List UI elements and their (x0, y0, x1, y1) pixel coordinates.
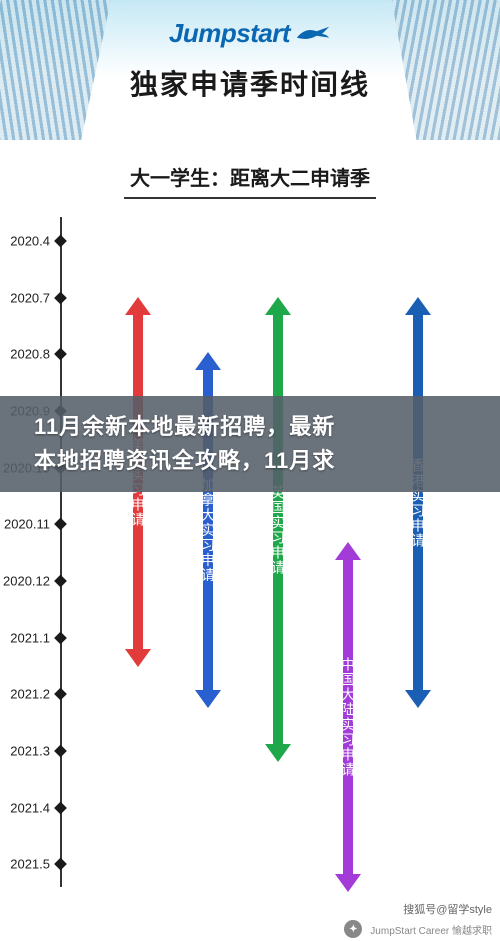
tick-label: 2021.4 (0, 800, 50, 815)
logo-text: Jumpstart (169, 18, 290, 49)
timeline-tick: 2020.12 (0, 574, 70, 589)
timeline-tick: 2020.4 (0, 234, 70, 249)
tick-diamond-icon (54, 802, 67, 815)
tick-diamond-icon (54, 518, 67, 531)
arrow-head-up-icon (405, 297, 431, 315)
logo: Jumpstart (169, 18, 331, 49)
timeline-tick: 2020.11 (0, 517, 70, 532)
tick-label: 2020.4 (0, 234, 50, 249)
timeline-tick: 2021.4 (0, 800, 70, 815)
tick-diamond-icon (54, 292, 67, 305)
arrow-head-up-icon (335, 542, 361, 560)
arrow-head-up-icon (125, 297, 151, 315)
overlay-line-1: 11月余新本地最新招聘，最新 (34, 410, 466, 444)
arrow-head-down-icon (405, 690, 431, 708)
sub-title: 大一学生：距离大二申请季 (124, 162, 376, 199)
timeline-tick: 2021.3 (0, 744, 70, 759)
tick-label: 2021.3 (0, 744, 50, 759)
tick-label: 2020.11 (0, 517, 50, 532)
tick-label: 2020.12 (0, 574, 50, 589)
wechat-icon: ✦ (344, 920, 362, 938)
footer-brand: JumpStart Career 愉越求职 (370, 922, 492, 937)
arrow-head-up-icon (195, 352, 221, 370)
footer: ✦ JumpStart Career 愉越求职 (0, 916, 500, 941)
timeline-tick: 2021.2 (0, 687, 70, 702)
tick-label: 2021.2 (0, 687, 50, 702)
tick-diamond-icon (54, 858, 67, 871)
overlay-line-2: 本地招聘资讯全攻略，11月求 (34, 444, 466, 478)
arrow-label: 加拿大实习申请 (198, 477, 218, 582)
tick-diamond-icon (54, 575, 67, 588)
tick-label: 2020.8 (0, 347, 50, 362)
arrow-head-down-icon (265, 744, 291, 762)
tick-label: 2021.1 (0, 630, 50, 645)
arrow-head-up-icon (265, 297, 291, 315)
timeline-arrow: 中国大陆实习申请 (335, 557, 361, 877)
tick-diamond-icon (54, 632, 67, 645)
arrow-head-down-icon (335, 874, 361, 892)
tick-diamond-icon (54, 235, 67, 248)
tick-label: 2021.5 (0, 857, 50, 872)
timeline-tick: 2020.7 (0, 290, 70, 305)
overlay-banner: 11月余新本地最新招聘，最新 本地招聘资讯全攻略，11月求 (0, 396, 500, 492)
timeline-arrow: 香港实习申请 (405, 312, 431, 693)
timeline-axis (60, 217, 62, 887)
timeline-tick: 2021.1 (0, 630, 70, 645)
timeline-tick: 2020.8 (0, 347, 70, 362)
footer-caption: 搜狐号@留学style (403, 901, 492, 917)
tick-diamond-icon (54, 688, 67, 701)
arrow-head-down-icon (195, 690, 221, 708)
timeline-tick: 2021.5 (0, 857, 70, 872)
arrow-label: 英国实习申请 (268, 485, 288, 575)
timeline-arrow: 英国实习申请 (265, 312, 291, 747)
sub-banner: 大一学生：距离大二申请季 (0, 140, 500, 217)
arrow-label: 中国大陆实习申请 (338, 657, 358, 777)
header: Jumpstart 独家申请季时间线 (0, 0, 500, 140)
tick-label: 2020.7 (0, 290, 50, 305)
header-title: 独家申请季时间线 (0, 63, 500, 103)
bird-icon (295, 25, 331, 43)
arrow-head-down-icon (125, 649, 151, 667)
tick-diamond-icon (54, 745, 67, 758)
timeline-chart: 2020.42020.72020.82020.92020.102020.1120… (0, 217, 500, 897)
tick-diamond-icon (54, 348, 67, 361)
